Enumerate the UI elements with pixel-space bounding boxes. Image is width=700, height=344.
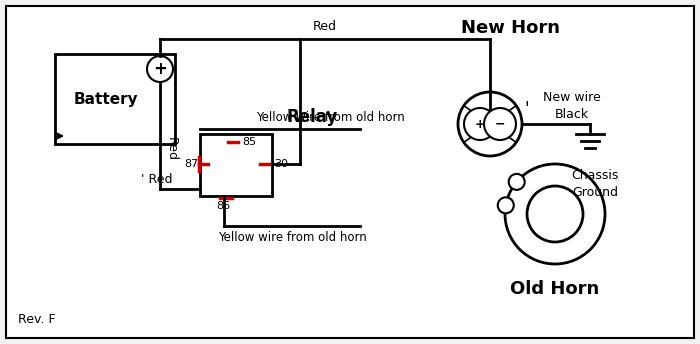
Text: Red: Red [165, 137, 178, 161]
Text: Chassis
Ground: Chassis Ground [571, 169, 619, 199]
Text: 30: 30 [274, 159, 288, 169]
Text: Rev. F: Rev. F [18, 313, 55, 326]
Text: Old Horn: Old Horn [510, 280, 600, 298]
FancyBboxPatch shape [6, 6, 694, 338]
Text: 87: 87 [184, 159, 198, 169]
Text: Battery: Battery [74, 92, 139, 107]
Circle shape [505, 164, 605, 264]
Text: +: + [475, 118, 485, 130]
Text: ' Red: ' Red [141, 173, 172, 186]
Text: 86: 86 [216, 201, 230, 211]
Circle shape [147, 56, 173, 82]
Text: ': ' [524, 100, 528, 118]
Text: Yellow wire from old horn: Yellow wire from old horn [256, 111, 405, 124]
Text: +: + [153, 60, 167, 78]
Bar [55, 54, 175, 144]
Text: −: − [495, 118, 505, 130]
Text: New Horn: New Horn [461, 19, 559, 37]
Text: 85: 85 [243, 137, 257, 147]
Text: Yellow wire from old horn: Yellow wire from old horn [218, 231, 366, 244]
Circle shape [498, 197, 514, 213]
Circle shape [484, 108, 516, 140]
Circle shape [509, 174, 525, 190]
Text: Red: Red [313, 20, 337, 33]
Circle shape [464, 108, 496, 140]
Circle shape [527, 186, 583, 242]
Bar [200, 134, 272, 196]
Text: Relay: Relay [286, 108, 337, 126]
Text: New wire
Black: New wire Black [543, 91, 601, 121]
Circle shape [458, 92, 522, 156]
